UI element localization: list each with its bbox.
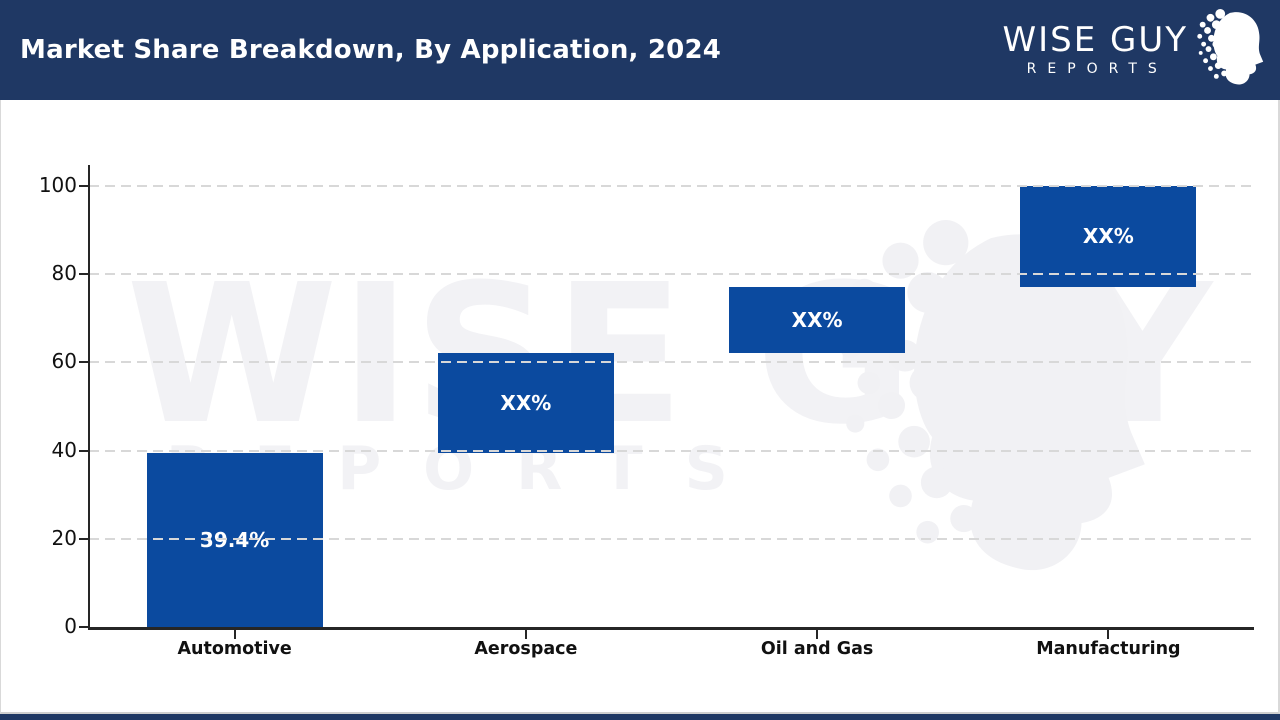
bar-value-label: XX% <box>500 391 552 416</box>
y-tick-label-40: 40 <box>51 437 77 462</box>
x-tick-1 <box>524 630 527 639</box>
y-tick-label-100: 100 <box>38 173 77 197</box>
y-tick-label-20: 20 <box>51 525 77 550</box>
y-tick-80 <box>79 273 88 276</box>
y-tick-60 <box>79 361 88 364</box>
x-category-label: Aerospace <box>474 639 578 659</box>
bar-manufacturing: XX% <box>1020 186 1197 287</box>
gridline-20 <box>89 537 1254 540</box>
wiseguy-head-icon <box>1197 9 1264 85</box>
bar-aerospace: XX% <box>437 353 614 454</box>
gridline-100 <box>89 185 1254 187</box>
y-tick-100 <box>79 185 88 187</box>
bar-value-label: XX% <box>791 307 843 332</box>
logo-text: WISE GUY REPORTS <box>1002 23 1188 77</box>
x-category-label: Automotive <box>177 639 292 659</box>
gridline-80 <box>89 273 1254 276</box>
y-tick-label-80: 80 <box>51 261 77 286</box>
header-bar: Market Share Breakdown, By Application, … <box>0 0 1280 100</box>
footer-bar <box>0 714 1280 720</box>
x-tick-0 <box>233 630 236 639</box>
y-axis-line <box>88 165 90 630</box>
y-tick-label-60: 60 <box>51 349 77 374</box>
x-category-label: Oil and Gas <box>760 639 874 659</box>
bar-value-label: 39.4% <box>199 528 270 553</box>
bar-value-label: XX% <box>1082 224 1134 249</box>
y-tick-label-0: 0 <box>64 614 77 638</box>
bar-automotive: 39.4% <box>146 453 323 627</box>
wiseguy-logo: WISE GUY REPORTS <box>1002 9 1266 91</box>
logo-subtext: REPORTS <box>1026 61 1168 77</box>
y-tick-20 <box>79 537 88 540</box>
x-axis-line <box>88 627 1254 630</box>
x-category-label: Manufacturing <box>1036 639 1181 659</box>
waterfall-chart: 0 20 40 60 80 100 39.4% Automotive XX% Aerospace X… <box>1 100 1278 712</box>
bar-oil-and-gas: XX% <box>729 286 906 354</box>
x-tick-3 <box>1107 630 1110 639</box>
logo-wordmark: WISE GUY <box>1002 20 1188 60</box>
y-tick-0 <box>79 626 88 628</box>
gridline-60 <box>89 361 1254 364</box>
chart-area: WISE GUY REPORTS 0 20 40 60 80 100 39.4% Automo… <box>0 100 1280 714</box>
y-tick-40 <box>79 449 88 452</box>
page-title: Market Share Breakdown, By Application, … <box>20 35 722 65</box>
x-tick-2 <box>816 630 819 639</box>
gridline-40 <box>89 449 1254 452</box>
